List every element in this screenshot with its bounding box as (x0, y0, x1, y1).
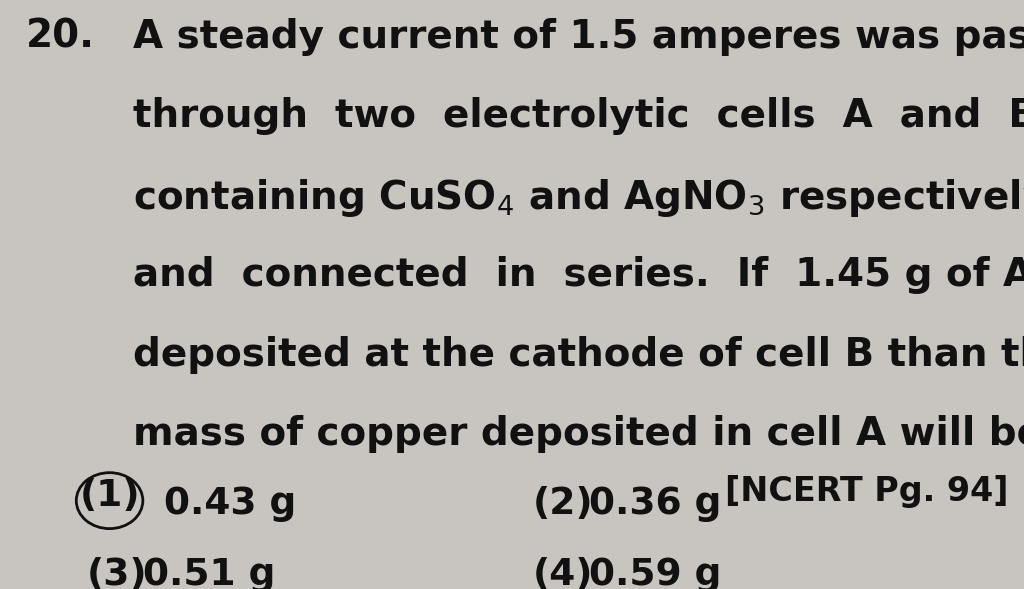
Text: 0.51 g: 0.51 g (143, 557, 275, 589)
Text: and  connected  in  series.  If  1.45 g of Ag is: and connected in series. If 1.45 g of Ag… (133, 256, 1024, 294)
Text: 0.43 g: 0.43 g (164, 486, 296, 522)
Text: mass of copper deposited in cell A will be: mass of copper deposited in cell A will … (133, 415, 1024, 454)
Text: (4): (4) (532, 557, 593, 589)
Text: 0.36 g: 0.36 g (589, 486, 721, 522)
Text: containing CuSO$_4$ and AgNO$_3$ respectively: containing CuSO$_4$ and AgNO$_3$ respect… (133, 177, 1024, 219)
Text: 20.: 20. (26, 18, 94, 56)
Text: A steady current of 1.5 amperes was passed: A steady current of 1.5 amperes was pass… (133, 18, 1024, 56)
Text: 0.59 g: 0.59 g (589, 557, 721, 589)
Text: (3): (3) (87, 557, 147, 589)
Text: through  two  electrolytic  cells  A  and  B: through two electrolytic cells A and B (133, 97, 1024, 135)
Text: deposited at the cathode of cell B than the: deposited at the cathode of cell B than … (133, 336, 1024, 374)
Text: (1): (1) (79, 478, 140, 514)
Text: (2): (2) (532, 486, 593, 522)
Text: [NCERT Pg. 94]: [NCERT Pg. 94] (725, 475, 1009, 508)
